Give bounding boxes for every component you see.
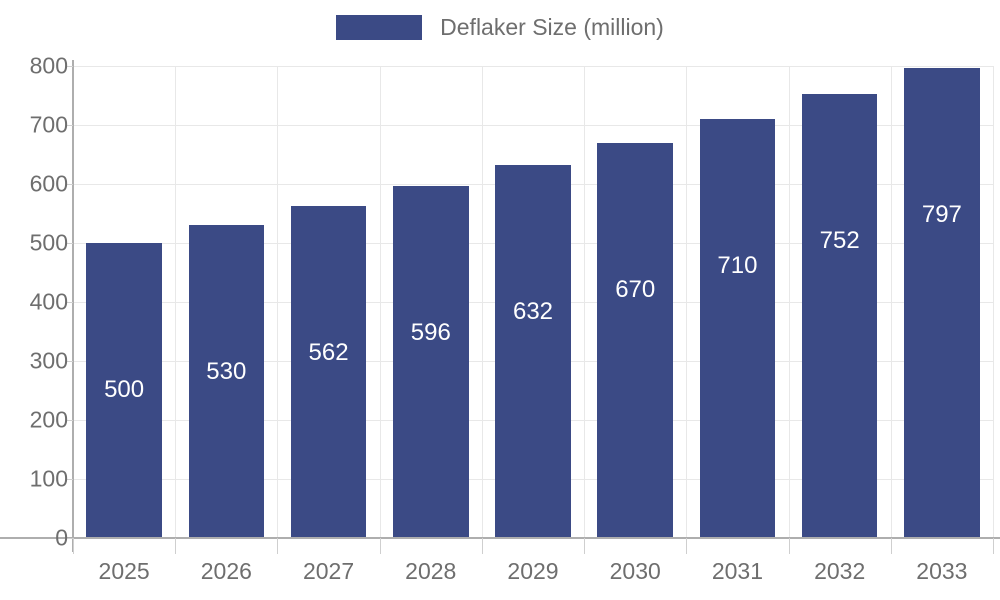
x-tick-label: 2027	[302, 558, 355, 584]
x-tick-mark	[380, 538, 381, 554]
y-tick-label: 400	[29, 288, 68, 315]
y-tick-label: 800	[29, 52, 68, 79]
y-tick-mark	[66, 538, 73, 539]
y-tick-label: 100	[29, 465, 68, 492]
x-axis-line	[0, 537, 1000, 539]
bar-value-label: 530	[206, 358, 247, 386]
bar-value-label: 710	[717, 252, 758, 280]
gridline-vertical	[686, 66, 687, 538]
x-tick-mark	[277, 538, 278, 554]
y-tick-label: 500	[29, 229, 68, 256]
y-axis-ticks: 0 100 200 300 400 500 600 700 800	[0, 0, 73, 600]
bar-value-label: 752	[819, 227, 860, 255]
x-tick-label: 2032	[814, 558, 866, 584]
x-tick-mark	[891, 538, 892, 554]
y-tick-mark	[66, 125, 73, 126]
gridline-horizontal	[73, 125, 993, 126]
bar[interactable]: 596	[392, 186, 469, 538]
x-tick-mark	[584, 538, 585, 554]
x-tick-label: 2031	[711, 558, 764, 584]
bar[interactable]: 562	[290, 206, 367, 538]
x-tick-label: 2033	[916, 558, 968, 584]
y-tick-mark	[66, 479, 73, 480]
y-tick-label: 300	[29, 347, 68, 374]
x-tick-mark	[175, 538, 176, 554]
y-tick-label: 0	[55, 524, 68, 551]
gridline-vertical	[789, 66, 790, 538]
y-axis-line	[72, 60, 74, 552]
x-tick-mark	[482, 538, 483, 554]
y-tick-label: 200	[29, 406, 68, 433]
chart-legend: Deflaker Size (million)	[0, 10, 1000, 44]
legend-label: Deflaker Size (million)	[440, 13, 664, 40]
bar-value-label: 632	[512, 298, 554, 326]
x-tick-label: 2029	[507, 558, 559, 584]
y-tick-mark	[66, 420, 73, 421]
bar-value-label: 596	[410, 319, 451, 347]
bar[interactable]: 752	[801, 94, 878, 538]
y-tick-label: 700	[29, 111, 68, 138]
x-tick-label: 2025	[98, 558, 150, 584]
x-tick-mark	[73, 538, 74, 554]
y-tick-mark	[66, 66, 73, 67]
gridline-horizontal	[73, 66, 993, 67]
gridline-vertical	[277, 66, 278, 538]
x-tick-label: 2030	[609, 558, 661, 584]
y-tick-mark	[66, 243, 73, 244]
y-tick-mark	[66, 302, 73, 303]
bar[interactable]: 632	[495, 165, 571, 538]
y-tick-mark	[66, 361, 73, 362]
bar-value-label: 797	[921, 200, 962, 228]
y-tick-mark	[66, 184, 73, 185]
x-tick-label: 2028	[405, 558, 457, 584]
bar-value-label: 562	[308, 339, 349, 367]
gridline-vertical	[380, 66, 381, 538]
bar[interactable]: 530	[188, 225, 265, 538]
plot-area: 500 530 562 596 632 670 710 752 797	[73, 66, 994, 539]
gridline-vertical	[584, 66, 585, 538]
gridline-vertical	[175, 66, 176, 538]
bar[interactable]: 670	[597, 142, 674, 538]
bar-value-label: 500	[104, 376, 145, 403]
x-axis-ticks: 2025 2026 2027 2028 2029 2030 2031 2032 2033	[0, 538, 1000, 600]
bar[interactable]: 797	[904, 67, 980, 538]
gridline-vertical	[891, 66, 892, 538]
legend-color-swatch	[336, 14, 423, 40]
bar[interactable]: 710	[699, 119, 776, 538]
x-tick-mark	[789, 538, 790, 554]
bar-value-label: 670	[615, 275, 656, 303]
gridline-vertical	[993, 66, 994, 538]
x-tick-mark	[686, 538, 687, 554]
y-tick-label: 600	[29, 170, 68, 197]
x-tick-mark	[993, 538, 994, 554]
gridline-vertical	[482, 66, 483, 538]
bar[interactable]: 500	[86, 243, 162, 538]
x-tick-label: 2026	[200, 558, 252, 584]
